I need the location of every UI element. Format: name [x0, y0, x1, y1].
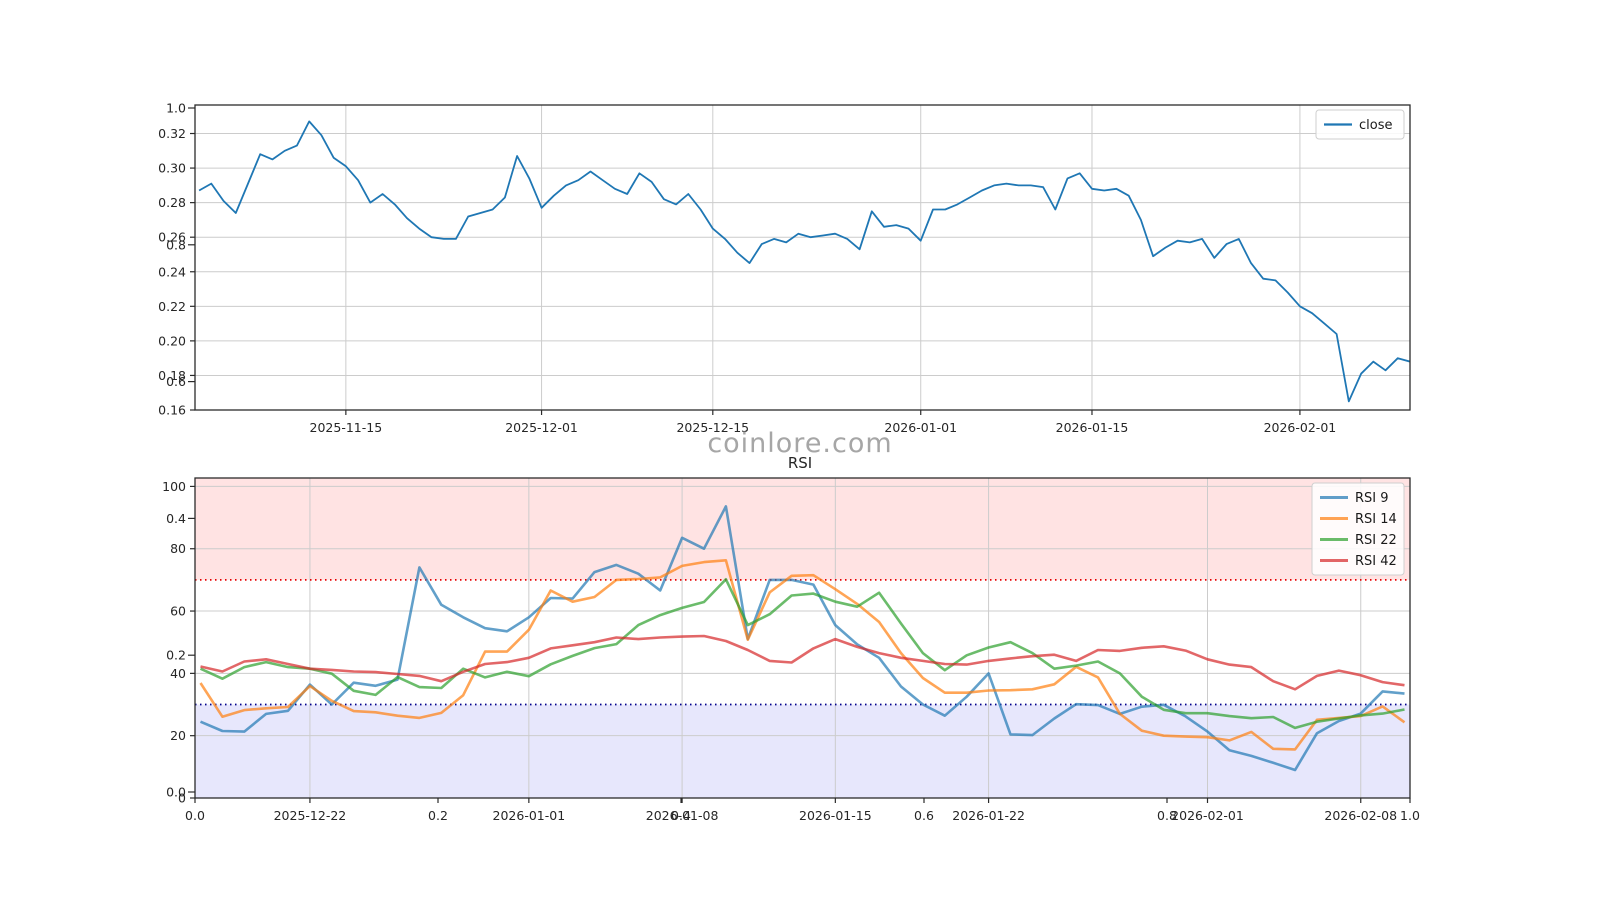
overbought-band: [195, 478, 1410, 580]
series-rsi-22: [199, 577, 1405, 730]
y-tick-label: 0.24: [158, 264, 186, 279]
overlay-y-label: 0.0: [166, 785, 186, 800]
overlay-y-label: 0.8: [166, 237, 186, 252]
y-tick-label: 0.22: [158, 299, 186, 314]
legend-label: RSI 9: [1355, 491, 1389, 506]
legend-label: RSI 22: [1355, 533, 1397, 548]
axes-spines: [194, 477, 1411, 799]
overlay-y-label: 0.4: [166, 511, 186, 526]
x-tick-label: 2025-12-22: [274, 808, 347, 823]
legend: RSI 9 RSI 14 RSI 22 RSI 42: [1311, 482, 1405, 576]
x-tick-label: 2026-01-15: [799, 808, 872, 823]
rsi-panel-title: RSI: [787, 454, 813, 472]
legend: close: [1315, 109, 1405, 140]
overlay-y-label: 0.6: [166, 374, 186, 389]
x-tick-label: 2026-02-01: [1264, 420, 1337, 435]
overlay-x-label: 0.0: [185, 808, 205, 823]
y-tick-label: 0.30: [158, 161, 186, 176]
series-rsi-9: [199, 505, 1405, 772]
series-rsi-42: [200, 634, 1405, 691]
overlay-x-label: 1.0: [1400, 808, 1420, 823]
overlay-y-label: 1.0: [166, 101, 186, 116]
x-tick-label: 2026-02-08: [1324, 808, 1397, 823]
y-tick-label: 0.28: [158, 195, 186, 210]
x-tick-label: 2025-12-01: [505, 420, 578, 435]
x-tick-label: 2025-11-15: [310, 420, 383, 435]
overlay-x-label: 0.2: [428, 808, 448, 823]
x-tick-label: 2026-02-01: [1171, 808, 1244, 823]
overlay-x-label: 0.6: [914, 808, 934, 823]
oversold-band: [195, 704, 1410, 798]
legend-label: RSI 42: [1355, 554, 1397, 569]
y-tick-label: 0: [178, 791, 186, 806]
chart-price: 2025-11-15 2025-12-01 2025-12-15 2026-01-01…: [158, 104, 1411, 435]
y-tick-label: 80: [170, 541, 186, 556]
series-rsi-14: [199, 558, 1406, 751]
overlay-x-label: 0.4: [671, 808, 691, 823]
x-tick-label: 2026-01-01: [884, 420, 957, 435]
y-tick-label: 20: [170, 728, 186, 743]
overlay-axis: 1.0 0.8 0.6 0.4 0.2 0.0 0.0 0.2 0.4 0.6 0.8 1.0: [166, 101, 1420, 824]
y-tick-label: 40: [170, 666, 186, 681]
series-close: [198, 120, 1410, 403]
overlay-x-label: 0.8: [1157, 808, 1177, 823]
watermark: coinlore.com: [707, 428, 893, 459]
y-tick-label: 100: [162, 479, 186, 494]
legend-label: RSI 14: [1355, 512, 1397, 527]
y-tick-label: 0.32: [158, 126, 186, 141]
y-tick-label: 60: [170, 604, 186, 619]
y-tick-label: 0.20: [158, 333, 186, 348]
legend-label: close: [1359, 118, 1392, 133]
x-tick-label: 2026-01-22: [952, 808, 1025, 823]
x-tick-label: 2026-01-15: [1056, 420, 1129, 435]
y-tick-label: 0.26: [158, 230, 186, 245]
y-tick-label: 0.18: [158, 368, 186, 383]
x-tick-label: 2026-01-08: [646, 808, 719, 823]
chart-rsi: 2025-12-22 2026-01-01 2026-01-08 2026-01-15…: [162, 477, 1411, 823]
overlay-y-label: 0.2: [166, 648, 186, 663]
y-tick-label: 0.16: [158, 403, 186, 418]
legend-box: [1311, 482, 1405, 576]
x-tick-label: 2026-01-01: [493, 808, 566, 823]
x-tick-label: 2025-12-15: [676, 420, 749, 435]
axes-spines: [194, 104, 1411, 411]
legend-box: [1315, 109, 1405, 140]
